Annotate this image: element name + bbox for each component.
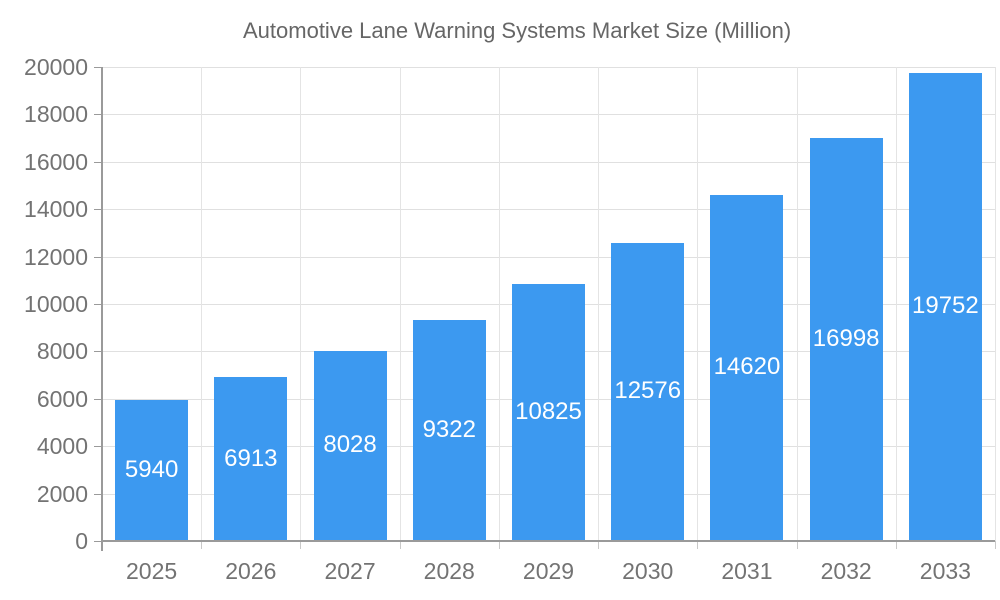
y-axis-tick-label: 14000	[24, 196, 88, 223]
v-gridline	[995, 67, 996, 541]
bar-value-label: 10825	[515, 398, 582, 426]
y-axis-tick-label: 0	[75, 528, 88, 554]
bar-value-label: 16998	[812, 325, 880, 353]
y-axis-tick-label: 20000	[24, 54, 88, 80]
h-gridline	[102, 256, 995, 258]
bar[interactable]: 12576	[611, 242, 685, 540]
y-axis-tick-label: 16000	[24, 148, 88, 175]
bar-value-label: 19752	[912, 292, 979, 320]
bar[interactable]: 19752	[908, 72, 982, 540]
x-axis-tick	[300, 541, 302, 549]
x-axis-tick-label: 2027	[324, 558, 376, 584]
bar-value-label: 5940	[124, 456, 179, 484]
v-gridline	[895, 67, 897, 541]
y-axis-tick	[94, 209, 102, 211]
bar[interactable]: 9322	[412, 320, 486, 540]
y-axis-tick-label: 2000	[36, 480, 88, 507]
h-gridline	[102, 114, 995, 116]
v-gridline	[300, 67, 302, 541]
y-axis-line	[101, 67, 103, 551]
x-axis-tick	[995, 541, 996, 549]
h-gridline	[102, 67, 995, 68]
x-axis-tick	[201, 541, 203, 549]
y-axis-tick	[94, 256, 102, 258]
bar[interactable]: 6913	[214, 377, 288, 540]
y-axis-tick	[94, 114, 102, 116]
x-axis-tick	[598, 541, 600, 549]
v-gridline	[201, 67, 203, 541]
y-axis-tick	[94, 67, 102, 68]
x-axis-tick-label: 2033	[919, 558, 971, 584]
bar[interactable]: 16998	[809, 138, 883, 540]
v-gridline	[598, 67, 600, 541]
y-axis-tick-label: 8000	[36, 338, 88, 365]
v-gridline	[697, 67, 699, 541]
y-axis-tick-label: 4000	[36, 433, 88, 460]
y-axis-tick-label: 6000	[36, 385, 88, 412]
x-axis-tick-label: 2029	[522, 558, 575, 584]
bar-value-label: 9322	[422, 416, 476, 444]
y-axis-tick-label: 10000	[24, 291, 88, 317]
y-axis-tick	[94, 161, 102, 163]
y-axis-tick	[94, 541, 102, 542]
v-gridline	[498, 67, 500, 541]
bar-value-label: 6913	[224, 444, 278, 472]
legend-label: Automotive Lane Warning Systems Market S…	[243, 18, 792, 43]
y-axis-tick	[94, 351, 102, 353]
v-gridline	[796, 67, 798, 541]
v-gridline	[399, 67, 401, 541]
bar-value-label: 8028	[323, 431, 377, 459]
legend-item[interactable]: Automotive Lane Warning Systems Market S…	[150, 18, 791, 44]
x-axis-tick-label: 2028	[423, 558, 475, 584]
x-axis-tick	[796, 541, 798, 549]
x-axis-tick	[399, 541, 401, 549]
x-axis-tick-label: 2030	[622, 558, 674, 584]
y-axis-tick-label: 12000	[24, 243, 88, 270]
bar-value-label: 14620	[713, 353, 781, 381]
bar-value-label: 12576	[614, 377, 682, 405]
x-axis-tick-label: 2026	[225, 558, 277, 584]
y-axis-tick-label: 18000	[24, 101, 88, 128]
x-axis-tick-label: 2031	[721, 558, 773, 584]
bar[interactable]: 5940	[115, 400, 189, 540]
bar[interactable]: 10825	[512, 284, 585, 540]
y-axis-tick	[94, 493, 102, 495]
h-gridline	[102, 161, 995, 163]
bar[interactable]: 8028	[313, 350, 387, 540]
y-axis-tick	[94, 304, 102, 305]
x-axis-tick	[895, 541, 897, 549]
y-axis-tick	[94, 446, 102, 448]
x-axis-tick-label: 2025	[126, 558, 178, 584]
y-axis-tick	[94, 398, 102, 400]
x-axis-tick	[498, 541, 500, 549]
bar[interactable]: 14620	[710, 194, 784, 540]
h-gridline	[102, 209, 995, 211]
x-axis-tick-label: 2032	[820, 558, 872, 584]
x-axis-line	[102, 540, 995, 542]
x-axis-tick	[697, 541, 699, 549]
